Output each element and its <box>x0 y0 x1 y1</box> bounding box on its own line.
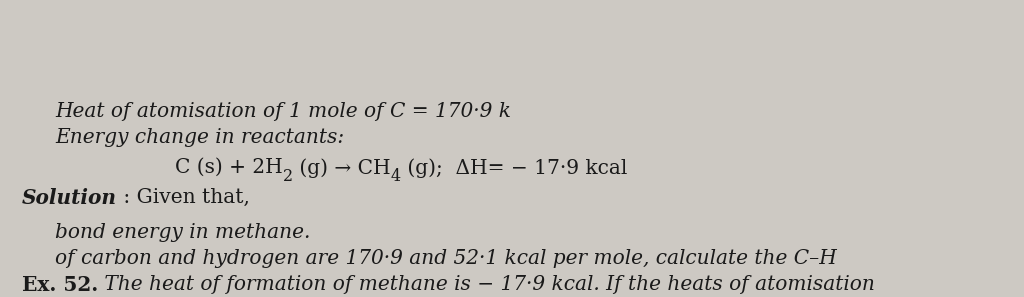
Text: 2: 2 <box>283 168 293 185</box>
Text: Heat of atomisation of 1 mole of C = 170·9 k: Heat of atomisation of 1 mole of C = 170… <box>55 102 511 121</box>
Text: The heat of formation of methane is − 17·9 kcal. If the heats of atomisation: The heat of formation of methane is − 17… <box>98 275 876 294</box>
Text: C (s) + 2H: C (s) + 2H <box>175 158 283 177</box>
Text: Solution: Solution <box>22 188 117 208</box>
Text: bond energy in methane.: bond energy in methane. <box>55 223 310 242</box>
Text: Ex. 52.: Ex. 52. <box>22 275 98 295</box>
Text: (g) → CH: (g) → CH <box>293 158 390 178</box>
Text: : Given that,: : Given that, <box>117 188 250 207</box>
Text: (g);  ΔH= − 17·9 kcal: (g); ΔH= − 17·9 kcal <box>400 158 627 178</box>
Text: of carbon and hydrogen are 170·9 and 52·1 kcal per mole, calculate the C–H: of carbon and hydrogen are 170·9 and 52·… <box>55 249 837 268</box>
Text: Energy change in reactants:: Energy change in reactants: <box>55 128 344 147</box>
Text: 4: 4 <box>390 168 400 185</box>
